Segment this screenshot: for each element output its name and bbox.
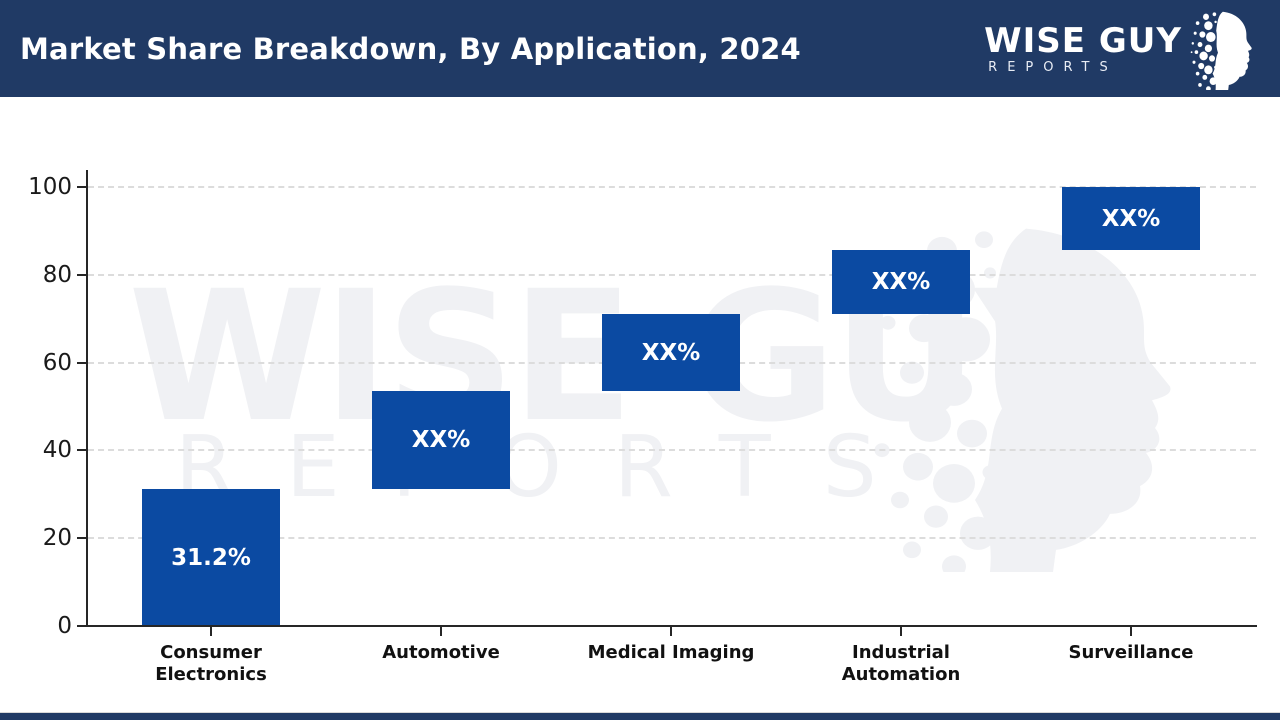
x-axis-line <box>85 625 1257 627</box>
bar-value-label: XX% <box>871 269 931 296</box>
bar-value-label: XX% <box>641 339 701 366</box>
y-tick-label: 40 <box>42 437 72 464</box>
brand-logo: WISE GUY REPORTS <box>984 8 1254 90</box>
y-tick-mark <box>77 537 86 540</box>
y-tick-label: 100 <box>28 174 72 200</box>
footer-bar <box>0 712 1280 720</box>
y-tick-mark <box>77 625 86 627</box>
bar-segment <box>142 489 280 626</box>
y-axis-line <box>86 170 88 627</box>
bar-value-label: 31.2% <box>171 544 251 571</box>
x-category-label: Consumer Electronics <box>155 642 267 685</box>
x-tick-mark <box>440 627 442 636</box>
x-category-label: Industrial Automation <box>841 642 961 685</box>
bar-value-label: XX% <box>411 427 471 454</box>
x-tick-mark <box>210 627 212 636</box>
y-tick-mark <box>77 449 86 452</box>
brand-head-logo-icon <box>1190 11 1252 90</box>
page-title: Market Share Breakdown, By Application, … <box>20 31 801 66</box>
bar-segment <box>1062 187 1200 251</box>
x-tick-mark <box>900 627 902 636</box>
x-category-label: Surveillance <box>1068 642 1194 663</box>
gridline <box>88 273 1256 276</box>
brand-tagline: REPORTS <box>988 59 1118 75</box>
x-category-label: Medical Imaging <box>587 642 755 663</box>
x-tick-mark <box>1130 627 1132 636</box>
x-tick-mark <box>670 627 672 636</box>
bar-value-label: XX% <box>1101 205 1161 232</box>
bar-segment <box>832 250 970 315</box>
y-tick-mark <box>77 273 86 276</box>
gridline <box>88 537 1256 540</box>
bar-segment <box>372 391 510 490</box>
y-tick-label: 0 <box>57 613 72 639</box>
watermark-tagline: REPORTS <box>175 418 929 517</box>
gridline <box>88 449 1256 452</box>
y-tick-label: 60 <box>42 349 72 376</box>
header-banner: Market Share Breakdown, By Application, … <box>0 0 1280 97</box>
y-tick-label: 20 <box>42 525 72 552</box>
y-tick-label: 80 <box>42 261 72 288</box>
brand-logo-text: WISE GUY REPORTS <box>984 24 1182 74</box>
x-category-label: Automotive <box>382 642 500 663</box>
brand-name: WISE GUY <box>984 20 1182 61</box>
y-tick-mark <box>77 361 86 364</box>
y-tick-mark <box>77 186 86 188</box>
gridline <box>88 186 1256 188</box>
bar-segment <box>602 314 740 392</box>
